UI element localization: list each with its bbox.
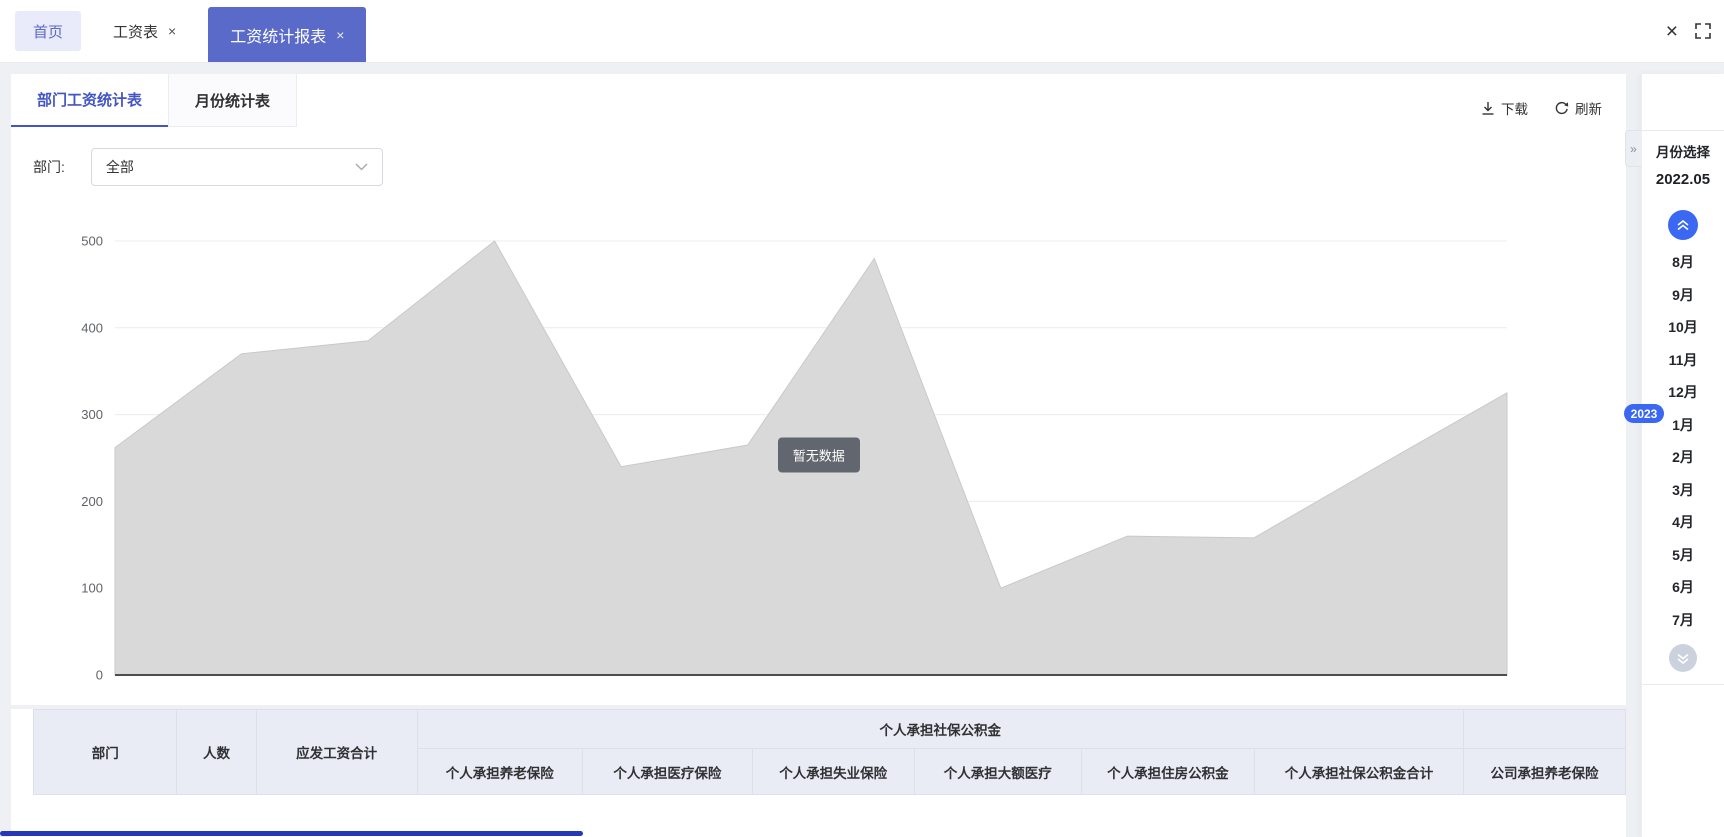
scroll-months-down-button[interactable] [1669,644,1697,672]
svg-text:400: 400 [81,320,103,335]
chart-area: 0 100 200 300 400 500 暂无数据 [31,225,1591,705]
refresh-icon [1554,101,1569,116]
col-salary-total: 应发工资合计 [255,709,418,795]
month-item[interactable]: 6月 [1672,579,1694,595]
month-panel-title: 月份选择 [1656,145,1710,160]
month-item[interactable]: 2月 [1672,449,1694,465]
month-item[interactable]: 11月 [1668,351,1698,368]
department-select[interactable]: 全部 [90,148,383,186]
col-headcount: 人数 [176,709,257,795]
no-data-badge: 暂无数据 [777,437,860,473]
summary-table-card: 部门 人数 应发工资合计 个人承担社保公积金 个人承担养老保险 个人承担医疗保险… [11,709,1626,837]
tab-department-salary-label: 部门工资统计表 [37,92,143,109]
col-personal-pension: 个人承担养老保险 [416,748,583,795]
window-tab-bar: 首页 工资表 × 工资统计报表 × × [0,0,1724,63]
filter-row: 部门: 全部 [33,148,383,186]
month-item[interactable]: 4月 [1672,514,1694,530]
download-button[interactable]: 下载 [1481,98,1528,118]
svg-text:300: 300 [81,407,103,422]
month-item[interactable]: 1月 [1672,416,1694,433]
svg-text:100: 100 [81,581,103,596]
col-personal-total: 个人承担社保公积金合计 [1254,748,1464,795]
report-card: 部门工资统计表 月份统计表 下载 [11,74,1626,705]
window-actions: × [1666,21,1724,42]
month-item[interactable]: 10月 [1668,319,1698,335]
close-icon[interactable]: × [1665,19,1678,43]
collapse-panel-handle[interactable]: » [1625,130,1641,167]
svg-text:0: 0 [96,668,103,683]
tab-home-label: 首页 [33,23,64,41]
tab-month-statistics-label: 月份统计表 [195,92,271,110]
month-item[interactable]: 7月 [1672,611,1694,628]
scroll-months-up-button[interactable] [1668,210,1698,240]
month-item[interactable]: 12月 [1668,384,1698,400]
col-personal-unemployment: 个人承担失业保险 [751,748,915,795]
download-label: 下载 [1501,102,1528,117]
horizontal-scrollbar-thumb[interactable] [0,831,583,836]
fullscreen-icon[interactable] [1694,22,1712,40]
tab-close-icon[interactable]: × [336,26,345,43]
refresh-label: 刷新 [1575,102,1602,117]
tab-salary-report-label: 工资统计报表 [230,28,327,46]
month-item[interactable]: 9月 [1672,286,1694,303]
double-chevron-down-icon [1677,653,1689,664]
department-select-value: 全部 [105,159,134,175]
current-month-value: 2022.05 [1655,171,1711,188]
report-sub-tabs: 部门工资统计表 月份统计表 [11,74,298,127]
tab-month-statistics[interactable]: 月份统计表 [168,74,298,127]
group-personal-insurance: 个人承担社保公积金 [416,709,1465,749]
svg-text:500: 500 [81,234,103,249]
month-item[interactable]: 3月 [1672,481,1694,498]
tab-payroll[interactable]: 工资表 × [95,11,195,51]
month-panel: 月份选择 2022.05 8月 9月 10月 11月 12月 1月 2月 3月 … [1642,130,1724,685]
double-chevron-up-icon [1677,219,1689,231]
month-item[interactable]: 8月 [1672,254,1694,270]
col-personal-housing-fund: 个人承担住房公积金 [1080,748,1256,795]
tab-home[interactable]: 首页 [15,11,82,51]
col-personal-major-medical: 个人承担大额医疗 [913,748,1082,795]
refresh-button[interactable]: 刷新 [1554,98,1602,118]
month-item[interactable]: 5月 [1672,546,1694,563]
double-arrow-right-icon: » [1630,141,1637,156]
tab-department-salary[interactable]: 部门工资统计表 [11,74,169,127]
svg-text:200: 200 [81,494,103,509]
tab-payroll-label: 工资表 [113,23,159,41]
tab-close-icon[interactable]: × [168,23,177,39]
col-department: 部门 [32,709,178,795]
card-toolbar: 下载 刷新 [1481,98,1602,118]
col-company-pension: 公司承担养老保险 [1463,748,1626,795]
year-badge: 2023 [1624,404,1664,423]
department-filter-label: 部门: [33,159,65,175]
summary-table: 部门 人数 应发工资合计 个人承担社保公积金 个人承担养老保险 个人承担医疗保险… [32,709,1626,795]
download-icon [1481,101,1495,116]
col-personal-medical: 个人承担医疗保险 [581,748,753,795]
chevron-down-icon [355,163,368,171]
tab-salary-report[interactable]: 工资统计报表 × [208,7,367,62]
month-panel-column: 月份选择 2022.05 8月 9月 10月 11月 12月 1月 2月 3月 … [1641,74,1724,837]
group-company-insurance [1463,709,1626,749]
